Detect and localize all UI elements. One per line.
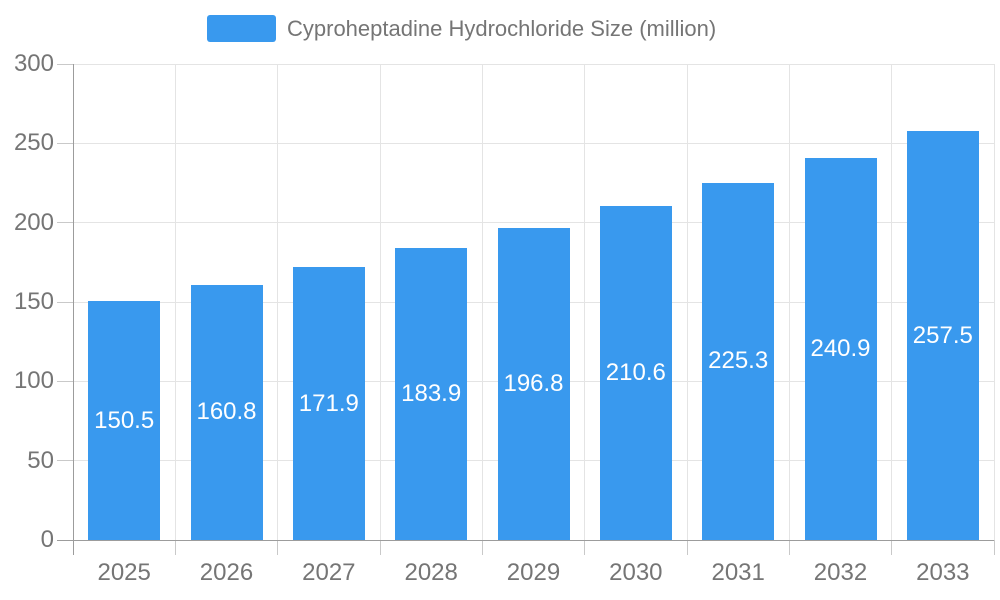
bar-2032[interactable]: 240.9 — [804, 157, 877, 540]
x-axis-label: 2025 — [97, 559, 151, 586]
y-axis-tick — [57, 301, 73, 303]
bar-value-label: 196.8 — [503, 369, 564, 397]
y-axis-label: 0 — [40, 526, 54, 553]
bar-2027[interactable]: 171.9 — [292, 267, 365, 540]
x-gridline — [277, 64, 279, 540]
bar-value-label: 225.3 — [708, 347, 769, 375]
y-axis-label: 200 — [13, 208, 54, 236]
bar-2031[interactable]: 225.3 — [702, 182, 775, 540]
bar-2033[interactable]: 257.5 — [906, 131, 979, 540]
legend-label: Cyproheptadine Hydrochloride Size (milli… — [287, 15, 717, 41]
bar-value-label: 171.9 — [298, 389, 359, 417]
y-axis-line — [72, 64, 74, 555]
x-axis-label: 2032 — [813, 559, 868, 586]
x-gridline — [174, 64, 176, 540]
legend-swatch-icon — [207, 15, 276, 42]
chart-legend-item[interactable]: Cyproheptadine Hydrochloride Size (milli… — [207, 15, 716, 42]
x-axis-label: 2026 — [199, 559, 254, 586]
bar-value-label: 160.8 — [196, 398, 257, 426]
bar-value-label: 210.6 — [605, 358, 666, 386]
y-gridline — [73, 142, 994, 144]
x-axis-tick — [379, 540, 381, 555]
x-axis-label: 2031 — [711, 559, 765, 586]
y-axis-tick — [57, 142, 73, 144]
y-axis-tick — [57, 380, 73, 382]
x-axis-label: 2033 — [916, 559, 970, 586]
bar-2030[interactable]: 210.6 — [599, 205, 672, 540]
x-axis-tick — [277, 540, 279, 555]
bar-value-label: 183.9 — [401, 380, 462, 408]
y-axis-label: 50 — [27, 446, 54, 474]
x-gridline — [788, 64, 790, 540]
y-axis-tick — [57, 460, 73, 462]
y-gridline — [73, 222, 994, 224]
bar-2028[interactable]: 183.9 — [395, 248, 468, 540]
y-axis-tick — [57, 222, 73, 224]
x-gridline — [686, 64, 688, 540]
bar-value-label: 150.5 — [94, 406, 155, 434]
x-gridline — [891, 64, 893, 540]
x-axis-tick — [993, 540, 995, 555]
x-axis-label: 2029 — [506, 559, 561, 586]
bar-value-label: 257.5 — [912, 321, 973, 349]
x-axis-tick — [174, 540, 176, 555]
x-axis-label: 2028 — [404, 559, 458, 586]
x-axis-tick — [891, 540, 893, 555]
x-gridline — [584, 64, 586, 540]
bar-value-label: 240.9 — [810, 334, 871, 362]
y-axis-label: 100 — [13, 367, 54, 395]
y-gridline — [73, 63, 994, 65]
x-axis-tick — [686, 540, 688, 555]
y-axis-tick — [57, 63, 73, 65]
x-gridline — [379, 64, 381, 540]
x-axis-tick — [788, 540, 790, 555]
y-axis-label: 150 — [13, 288, 54, 315]
bar-2026[interactable]: 160.8 — [190, 284, 263, 540]
x-axis-tick — [584, 540, 586, 555]
y-axis-label: 300 — [13, 50, 54, 77]
y-axis-label: 250 — [13, 129, 54, 157]
x-gridline — [993, 64, 995, 540]
x-axis-label: 2027 — [302, 559, 356, 586]
x-axis-label: 2030 — [609, 559, 663, 586]
bar-2025[interactable]: 150.5 — [88, 301, 161, 540]
x-gridline — [481, 64, 483, 540]
x-axis-line — [57, 539, 994, 541]
x-axis-tick — [481, 540, 483, 555]
bar-2029[interactable]: 196.8 — [497, 227, 570, 540]
